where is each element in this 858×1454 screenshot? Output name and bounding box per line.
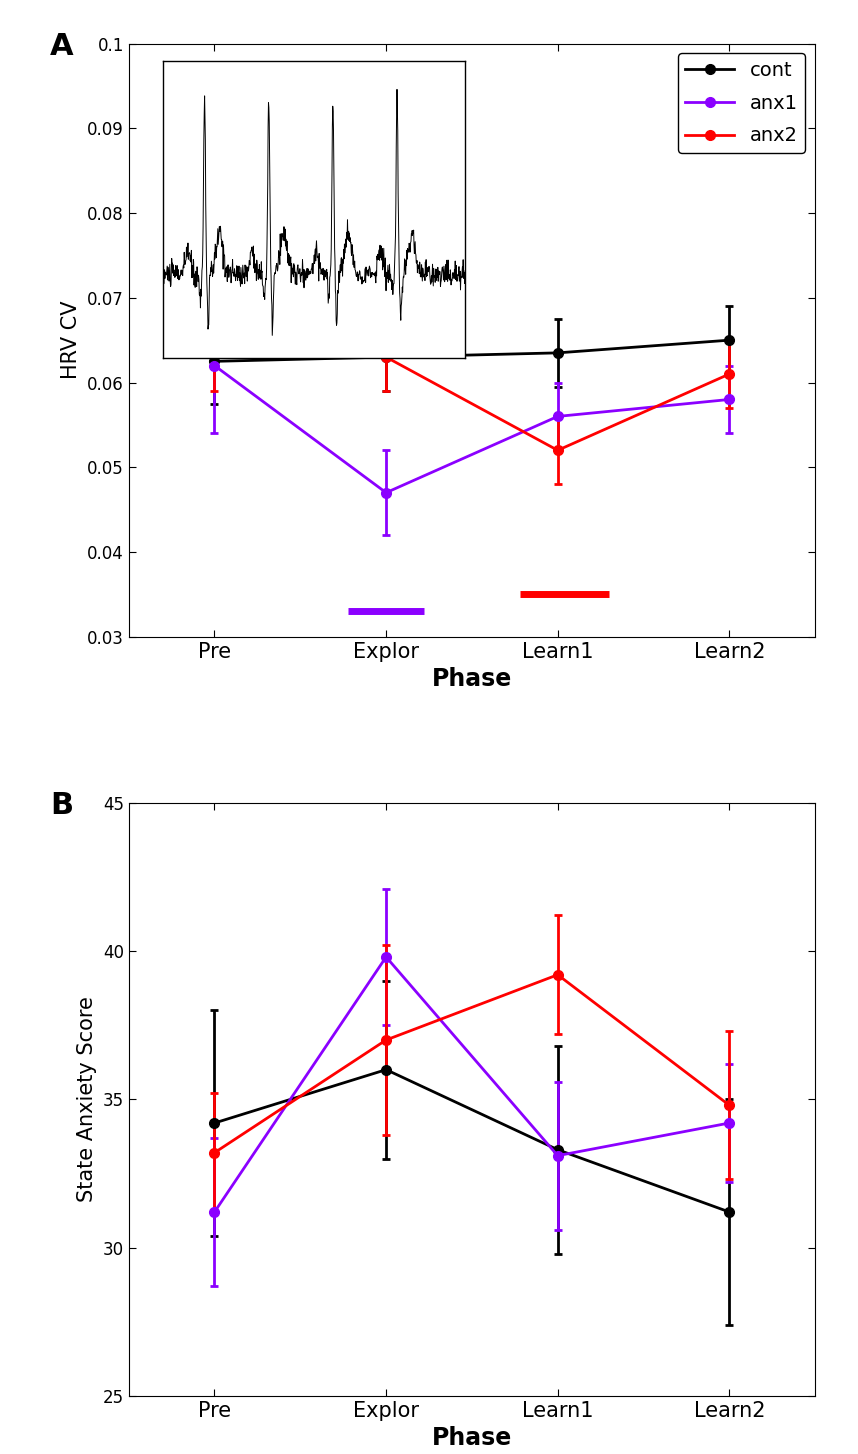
- Y-axis label: HRV CV: HRV CV: [62, 301, 82, 379]
- Text: B: B: [50, 791, 73, 820]
- Text: A: A: [50, 32, 74, 61]
- X-axis label: Phase: Phase: [432, 1426, 512, 1450]
- X-axis label: Phase: Phase: [432, 667, 512, 691]
- Y-axis label: State Anxiety Score: State Anxiety Score: [77, 996, 97, 1202]
- Legend: cont, anx1, anx2: cont, anx1, anx2: [678, 54, 806, 153]
